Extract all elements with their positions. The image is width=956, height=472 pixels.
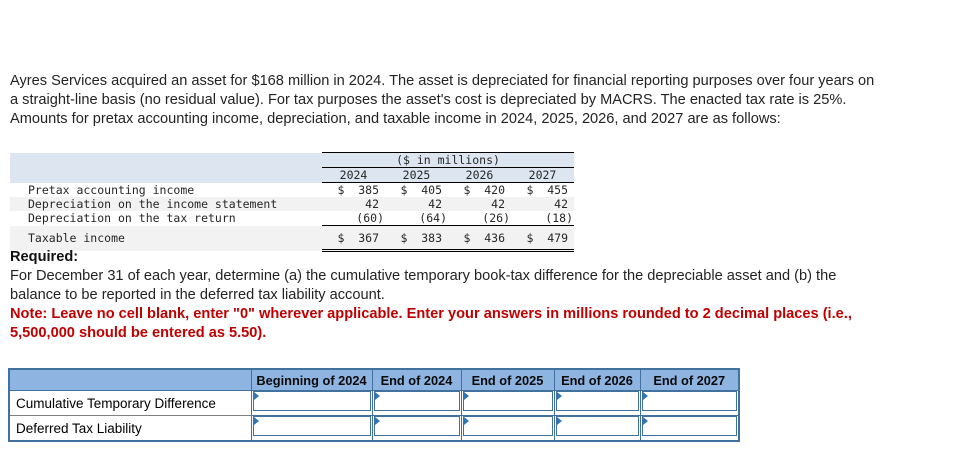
year-header-2025: 2025 (385, 167, 448, 183)
col-header-end-of-2025: End of 2025 (460, 368, 555, 391)
income-value: $ 405 (400, 183, 442, 197)
units-header: ($ in millions) (322, 152, 574, 168)
answer-row-label: Cumulative Temporary Difference (8, 390, 252, 416)
income-value: (26) (448, 211, 511, 226)
cell-marker-icon (556, 417, 562, 425)
col-header-beginning-of-2024: Beginning of 2024 (250, 368, 373, 391)
col-header-end-of-2027: End of 2027 (639, 368, 740, 391)
answer-input-dtl-beginning-2024[interactable] (252, 416, 371, 436)
intro-line-2: a straight-line basis (no residual value… (10, 92, 847, 108)
cell-marker-icon (463, 392, 469, 400)
row-label-pretax-income: Pretax accounting income (28, 182, 195, 197)
intro-line-3: Amounts for pretax accounting income, de… (10, 111, 781, 127)
answer-cell (250, 415, 373, 442)
income-value: $ 436 (448, 225, 511, 252)
cell-marker-icon (253, 417, 259, 425)
income-value: $ 367 (322, 225, 385, 252)
income-value: $ 383 (385, 225, 448, 252)
note-line-1: Note: Leave no cell blank, enter "0" whe… (10, 306, 852, 322)
answer-input-dtl-end-2024[interactable] (373, 416, 460, 436)
table-row: Pretax accounting income $ 385 $ 405 $ 4… (10, 182, 574, 197)
answer-row-label: Deferred Tax Liability (8, 415, 252, 442)
answer-cell (553, 415, 641, 442)
cell-marker-icon (642, 392, 648, 400)
income-value: 42 (448, 197, 511, 211)
answer-input-ctd-end-2024[interactable] (373, 391, 460, 411)
income-value: $ 420 (463, 183, 505, 197)
answer-cell (460, 390, 555, 416)
answer-cell (250, 390, 373, 416)
answer-row-cumulative-temporary-difference: Cumulative Temporary Difference (8, 390, 740, 416)
cell-marker-icon (253, 392, 259, 400)
col-header-end-of-2024: End of 2024 (371, 368, 462, 391)
required-section: Required: For December 31 of each year, … (10, 248, 852, 343)
year-header-row: 2024 2025 2026 2027 (10, 167, 574, 183)
income-value: 42 (511, 197, 574, 211)
year-header-2027: 2027 (511, 167, 574, 183)
income-value: (64) (385, 211, 448, 226)
answer-row-deferred-tax-liability: Deferred Tax Liability (8, 415, 740, 442)
note-line-2: 5,500,000 should be entered as 5.50). (10, 325, 267, 341)
answer-cell (371, 390, 462, 416)
answer-input-ctd-beginning-2024[interactable] (252, 391, 371, 411)
problem-statement: Ayres Services acquired an asset for $16… (10, 72, 874, 129)
col-header-end-of-2026: End of 2026 (553, 368, 641, 391)
answer-header-row: Beginning of 2024 End of 2024 End of 202… (8, 368, 740, 391)
required-heading: Required: (10, 249, 79, 265)
cell-marker-icon (556, 392, 562, 400)
answer-input-ctd-end-2027[interactable] (641, 391, 737, 411)
answer-cell (553, 390, 641, 416)
units-header-row: ($ in millions) (10, 152, 574, 168)
income-value: (18) (511, 211, 574, 226)
year-header-2026: 2026 (448, 167, 511, 183)
income-corner-cell-2 (10, 167, 322, 183)
cell-marker-icon (374, 392, 380, 400)
answer-input-dtl-end-2025[interactable] (462, 416, 553, 436)
cell-marker-icon (642, 417, 648, 425)
income-value: $ 479 (511, 225, 574, 252)
income-value: $ 455 (526, 183, 568, 197)
intro-line-1: Ayres Services acquired an asset for $16… (10, 73, 875, 89)
answer-corner-cell (8, 368, 252, 391)
table-row-taxable-income: Taxable income $ 367 $ 383 $ 436 $ 479 (10, 225, 574, 252)
income-data-table: ($ in millions) 2024 2025 2026 2027 Pret… (10, 152, 574, 252)
row-label-depreciation-income-statement: Depreciation on the income statement (10, 197, 322, 211)
answer-cell (371, 415, 462, 442)
row-label-taxable-income: Taxable income (10, 225, 322, 251)
cell-marker-icon (463, 417, 469, 425)
income-value: $ 385 (337, 183, 379, 197)
answer-cell (639, 390, 740, 416)
answer-cell (460, 415, 555, 442)
answer-cell (639, 415, 740, 442)
year-header-2024: 2024 (322, 167, 385, 183)
answer-input-ctd-end-2025[interactable] (462, 391, 553, 411)
required-line-1: For December 31 of each year, determine … (10, 268, 837, 284)
answer-input-ctd-end-2026[interactable] (555, 391, 639, 411)
income-value: 42 (385, 197, 448, 211)
income-value: (60) (322, 211, 385, 226)
row-label-depreciation-tax-return: Depreciation on the tax return (28, 211, 236, 226)
table-row: Depreciation on the tax return (60) (64)… (10, 211, 574, 226)
cell-marker-icon (374, 417, 380, 425)
required-line-2: balance to be reported in the deferred t… (10, 287, 385, 303)
answer-input-dtl-end-2027[interactable] (641, 416, 737, 436)
income-corner-cell (10, 152, 322, 168)
answer-input-dtl-end-2026[interactable] (555, 416, 639, 436)
answer-table: Beginning of 2024 End of 2024 End of 202… (8, 368, 740, 442)
income-value: 42 (322, 197, 385, 211)
table-row: Depreciation on the income statement 42 … (10, 197, 574, 211)
